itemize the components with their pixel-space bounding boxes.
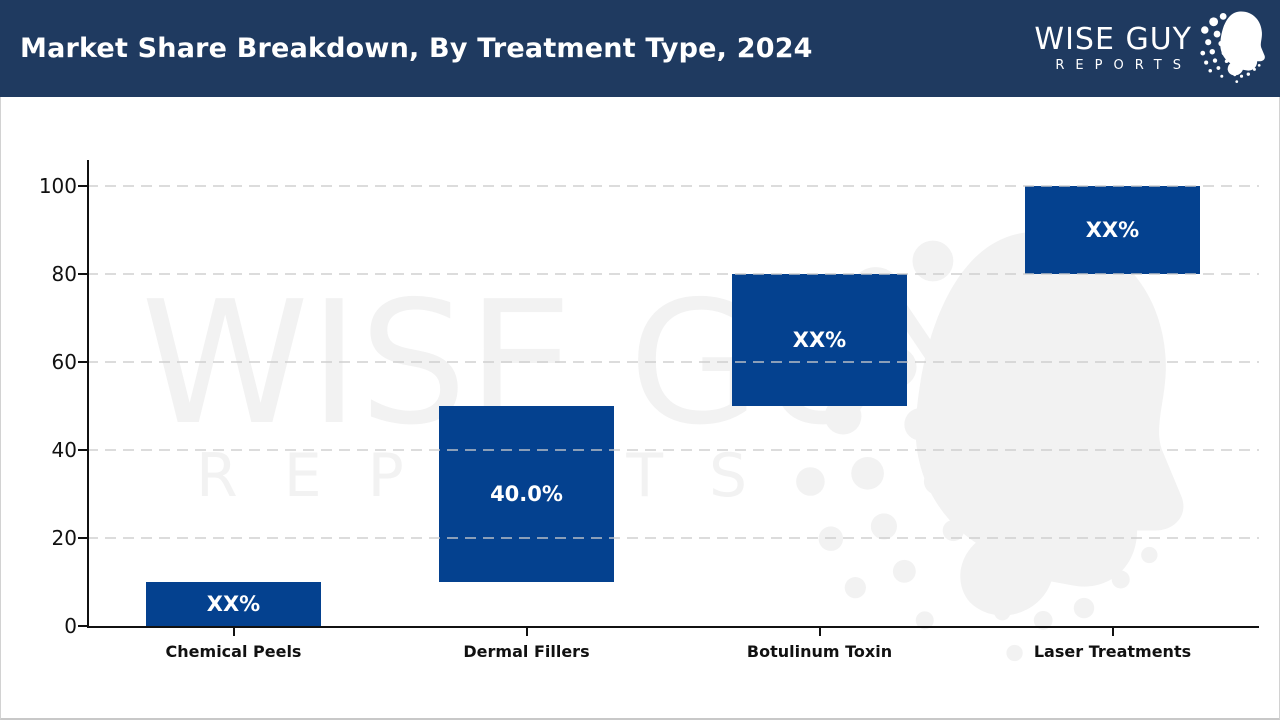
wiseguy-face-icon [1198, 8, 1266, 90]
bar-chemical-peels: XX% [145, 582, 322, 626]
wiseguy-logo-line1: WISE GUY [1034, 21, 1192, 57]
x-tick-label-2: Botulinum Toxin [746, 642, 893, 661]
x-tick-3 [1111, 628, 1114, 636]
y-tick-80 [78, 273, 87, 275]
y-axis-spine [87, 160, 89, 628]
x-tick-label-0: Chemical Peels [165, 642, 302, 661]
gridline-20 [87, 537, 1259, 539]
x-axis-spine [87, 626, 1259, 628]
bar-dermal-fillers: 40.0% [438, 406, 615, 582]
x-tick-label-1: Dermal Fillers [463, 642, 590, 661]
y-tick-100 [78, 185, 87, 187]
bar-label: XX% [1085, 218, 1140, 242]
y-tick-label-0: 0 [64, 614, 77, 638]
y-tick-60 [78, 361, 87, 363]
y-tick-label-100: 100 [38, 174, 77, 198]
gridline-100 [87, 185, 1259, 187]
y-tick-label-60: 60 [51, 350, 77, 374]
bar-laser-treatments: XX% [1024, 186, 1201, 274]
x-tick-label-3: Laser Treatments [1033, 642, 1192, 661]
chart-card: WISE GUY REPORTS 020406080100XX%Chemical… [0, 97, 1280, 720]
y-tick-0 [78, 625, 87, 627]
wiseguy-logo-line2: REPORTS [1055, 57, 1192, 73]
wiseguy-logo: WISE GUY REPORTS [1034, 8, 1266, 90]
gridline-60 [87, 361, 1259, 363]
y-tick-label-40: 40 [51, 438, 77, 462]
x-tick-0 [232, 628, 235, 636]
y-tick-20 [78, 537, 87, 539]
wiseguy-logo-text: WISE GUY REPORTS [1034, 21, 1192, 73]
y-tick-40 [78, 449, 87, 451]
bar-label: XX% [792, 328, 847, 352]
page-title: Market Share Breakdown, By Treatment Typ… [20, 33, 813, 64]
x-tick-2 [818, 628, 821, 636]
y-tick-label-20: 20 [51, 526, 77, 550]
gridline-40 [87, 449, 1259, 451]
x-tick-1 [525, 628, 528, 636]
header-bar: Market Share Breakdown, By Treatment Typ… [0, 0, 1280, 97]
bar-botulinum-toxin: XX% [731, 274, 908, 406]
gridline-80 [87, 273, 1259, 275]
y-tick-label-80: 80 [51, 262, 77, 286]
bar-label: XX% [206, 592, 261, 616]
bar-label: 40.0% [490, 482, 563, 506]
